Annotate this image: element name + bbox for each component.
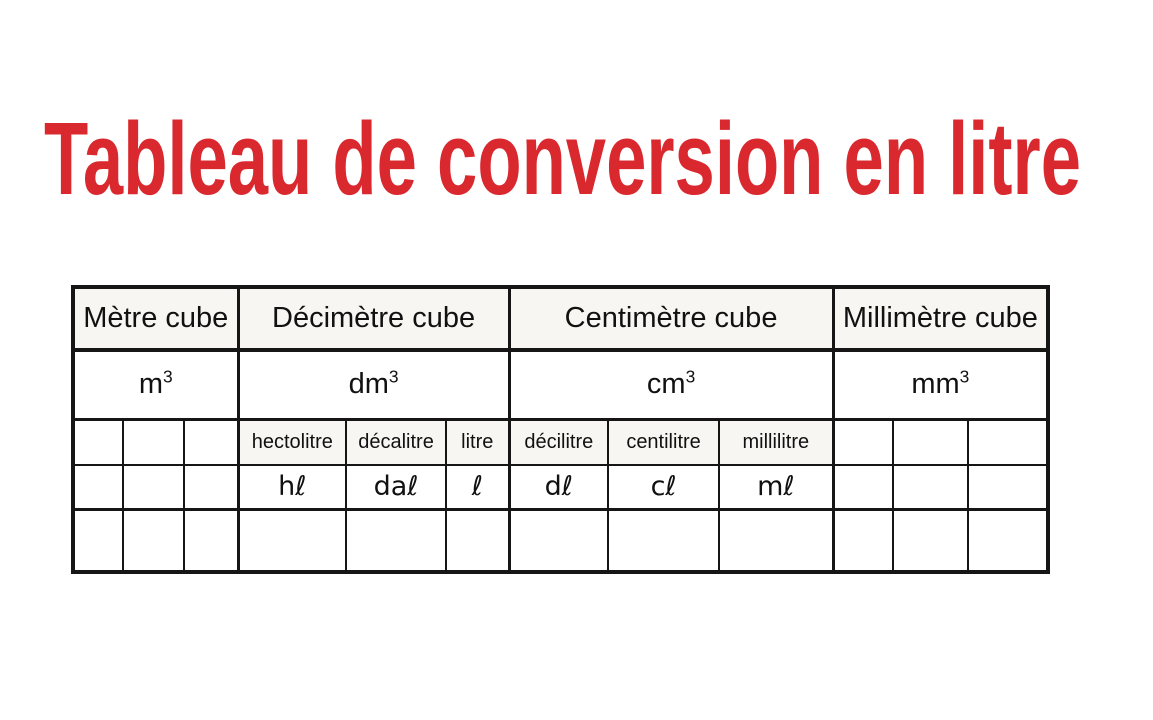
unit-name-centilitre: centilitre	[607, 418, 721, 466]
symbol-dm3: dm3	[236, 349, 511, 421]
header-metre-cube: Mètre cube	[71, 286, 240, 352]
unit-name-litre: litre	[445, 418, 511, 466]
symbol-base: mm	[911, 368, 960, 401]
unit-symbol-hl: hℓ	[236, 464, 348, 511]
empty-cell	[607, 508, 721, 573]
empty-cell	[72, 508, 124, 573]
unit-name-decilitre: décilitre	[507, 418, 610, 466]
header-row: Mètre cube Décimètre cube Centimètre cub…	[71, 286, 1050, 352]
empty-cell	[831, 418, 895, 466]
header-centimetre-cube: Centimètre cube	[507, 286, 835, 352]
unit-symbol-l: ℓ	[445, 464, 511, 511]
symbol-exponent: 3	[388, 366, 399, 387]
empty-cell	[122, 464, 185, 511]
empty-cell	[182, 464, 240, 511]
unit-symbol-ml: mℓ	[718, 464, 835, 511]
empty-cell	[967, 464, 1050, 511]
symbol-mm3: mm3	[831, 349, 1050, 421]
empty-cell	[967, 508, 1050, 573]
unit-symbol-row: hℓ daℓ ℓ dℓ cℓ mℓ	[72, 464, 1050, 511]
blank-write-in-row	[72, 508, 1050, 573]
unit-name-decalitre: décalitre	[345, 418, 448, 466]
cube-symbol-row: m3 dm3 cm3 mm3	[71, 349, 1050, 421]
empty-cell	[718, 508, 835, 573]
symbol-base: m	[138, 368, 164, 401]
empty-cell	[445, 508, 511, 573]
empty-cell	[967, 418, 1050, 466]
empty-cell	[122, 418, 185, 466]
symbol-cm3: cm3	[507, 349, 835, 421]
empty-cell	[892, 464, 970, 511]
empty-cell	[72, 418, 124, 466]
conversion-table: Mètre cube Décimètre cube Centimètre cub…	[71, 285, 1051, 574]
empty-cell	[345, 508, 448, 573]
unit-name-row: hectolitre décalitre litre décilitre cen…	[72, 418, 1050, 466]
symbol-exponent: 3	[685, 366, 696, 387]
empty-cell	[892, 418, 970, 466]
empty-cell	[831, 508, 895, 573]
empty-cell	[507, 508, 610, 573]
page-title: Tableau de conversion en litre	[44, 101, 1081, 216]
unit-symbol-dal: daℓ	[345, 464, 448, 511]
empty-cell	[831, 464, 895, 511]
symbol-exponent: 3	[959, 366, 970, 387]
header-decimetre-cube: Décimètre cube	[236, 286, 511, 352]
unit-name-millilitre: millilitre	[718, 418, 835, 466]
empty-cell	[182, 508, 240, 573]
symbol-m3: m3	[71, 349, 240, 421]
symbol-exponent: 3	[163, 366, 173, 387]
unit-symbol-cl: cℓ	[607, 464, 721, 511]
empty-cell	[122, 508, 185, 573]
empty-cell	[236, 508, 348, 573]
empty-cell	[72, 464, 124, 511]
empty-cell	[182, 418, 240, 466]
symbol-base: cm	[646, 368, 686, 401]
unit-name-hectolitre: hectolitre	[236, 418, 348, 466]
unit-symbol-dl: dℓ	[507, 464, 610, 511]
symbol-base: dm	[348, 368, 389, 401]
header-millimetre-cube: Millimètre cube	[831, 286, 1050, 352]
empty-cell	[892, 508, 970, 573]
page-title-text: Tableau de conversion en litre	[44, 101, 1081, 216]
